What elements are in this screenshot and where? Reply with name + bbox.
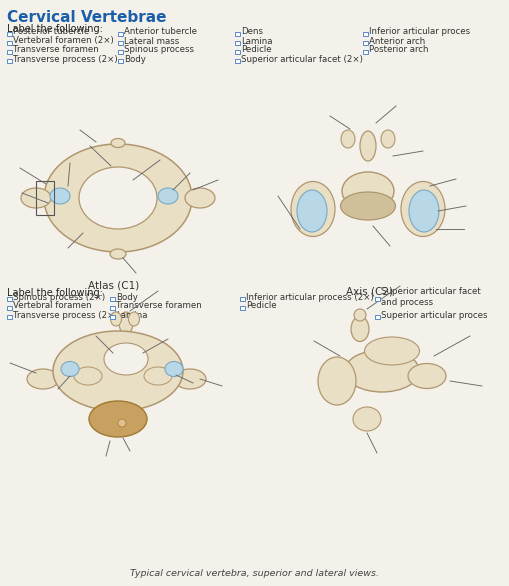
Text: Body: Body: [116, 292, 137, 302]
Ellipse shape: [111, 138, 125, 148]
Ellipse shape: [407, 363, 445, 389]
Text: Transverse process (2×): Transverse process (2×): [13, 311, 118, 319]
Text: Label the following:: Label the following:: [7, 24, 103, 34]
Ellipse shape: [340, 192, 394, 220]
Ellipse shape: [50, 188, 70, 204]
Ellipse shape: [89, 401, 147, 437]
Bar: [7, 297, 12, 301]
Text: Lamina: Lamina: [116, 311, 147, 319]
Text: Anterior arch: Anterior arch: [369, 36, 425, 46]
Text: Lamina: Lamina: [241, 36, 272, 46]
Text: Label the following:: Label the following:: [7, 288, 103, 298]
Bar: [235, 40, 239, 45]
Ellipse shape: [27, 369, 59, 389]
Ellipse shape: [53, 331, 183, 411]
Ellipse shape: [344, 350, 419, 392]
Bar: [7, 59, 12, 63]
Bar: [7, 315, 12, 319]
Ellipse shape: [110, 312, 121, 326]
Ellipse shape: [174, 369, 206, 389]
Ellipse shape: [350, 316, 369, 342]
Ellipse shape: [44, 144, 191, 252]
Bar: [7, 40, 12, 45]
Bar: [374, 297, 379, 301]
Bar: [7, 32, 12, 36]
Ellipse shape: [74, 367, 102, 385]
Ellipse shape: [104, 343, 148, 375]
Bar: [110, 305, 115, 310]
Ellipse shape: [158, 188, 178, 204]
Text: Cervical Vertebrae: Cervical Vertebrae: [7, 10, 166, 25]
Ellipse shape: [341, 130, 354, 148]
Ellipse shape: [21, 188, 51, 208]
Text: Axis (C2): Axis (C2): [345, 286, 392, 296]
Text: Pedicle: Pedicle: [241, 46, 271, 54]
Ellipse shape: [128, 312, 139, 326]
Text: Superior articular proces: Superior articular proces: [380, 311, 487, 319]
Text: Posterior arch: Posterior arch: [369, 46, 428, 54]
Bar: [362, 49, 367, 54]
Text: Atlas (C1): Atlas (C1): [88, 280, 139, 290]
Text: Superior articular facet
and process: Superior articular facet and process: [380, 287, 480, 307]
Ellipse shape: [185, 188, 215, 208]
Ellipse shape: [118, 419, 126, 427]
Bar: [110, 315, 115, 319]
Text: Dens: Dens: [241, 28, 263, 36]
Bar: [118, 40, 122, 45]
Text: Spinous process (2×): Spinous process (2×): [13, 292, 105, 302]
Text: Body: Body: [124, 54, 146, 63]
Ellipse shape: [119, 312, 133, 334]
Text: Transverse foramen: Transverse foramen: [13, 46, 99, 54]
Ellipse shape: [318, 357, 355, 405]
Ellipse shape: [296, 190, 326, 232]
Bar: [240, 297, 244, 301]
Bar: [110, 297, 115, 301]
Ellipse shape: [364, 337, 419, 365]
Ellipse shape: [400, 182, 444, 237]
Bar: [235, 32, 239, 36]
Bar: [36, 181, 54, 215]
Ellipse shape: [61, 362, 79, 376]
Text: Lateral mass: Lateral mass: [124, 36, 179, 46]
Text: Superior articular facet (2×): Superior articular facet (2×): [241, 54, 362, 63]
Ellipse shape: [79, 167, 157, 229]
Bar: [374, 315, 379, 319]
Text: Transverse process (2×): Transverse process (2×): [13, 54, 118, 63]
Text: Typical cervical vertebra, superior and lateral views.: Typical cervical vertebra, superior and …: [130, 569, 379, 578]
Ellipse shape: [110, 249, 126, 259]
Text: Inferior articular process (2×): Inferior articular process (2×): [245, 292, 373, 302]
Ellipse shape: [353, 309, 365, 321]
Ellipse shape: [408, 190, 438, 232]
Text: Anterior tubercle: Anterior tubercle: [124, 28, 196, 36]
Bar: [240, 305, 244, 310]
Ellipse shape: [380, 130, 394, 148]
Bar: [235, 49, 239, 54]
Text: Spinous process: Spinous process: [124, 46, 193, 54]
Text: Pedicle: Pedicle: [245, 302, 276, 311]
Bar: [7, 49, 12, 54]
Bar: [235, 59, 239, 63]
Bar: [118, 32, 122, 36]
Ellipse shape: [359, 131, 375, 161]
Ellipse shape: [144, 367, 172, 385]
Text: Vertebral foramen: Vertebral foramen: [13, 302, 92, 311]
Bar: [118, 59, 122, 63]
Text: Vertebral foramen (2×): Vertebral foramen (2×): [13, 36, 114, 46]
Bar: [362, 32, 367, 36]
Text: Transverse foramen: Transverse foramen: [116, 302, 202, 311]
Ellipse shape: [165, 362, 183, 376]
Text: Inferior articular proces: Inferior articular proces: [369, 28, 469, 36]
Ellipse shape: [352, 407, 380, 431]
Text: Posterior tubercle: Posterior tubercle: [13, 28, 89, 36]
Ellipse shape: [291, 182, 334, 237]
Bar: [362, 40, 367, 45]
Bar: [7, 305, 12, 310]
Bar: [118, 49, 122, 54]
Ellipse shape: [342, 172, 393, 210]
